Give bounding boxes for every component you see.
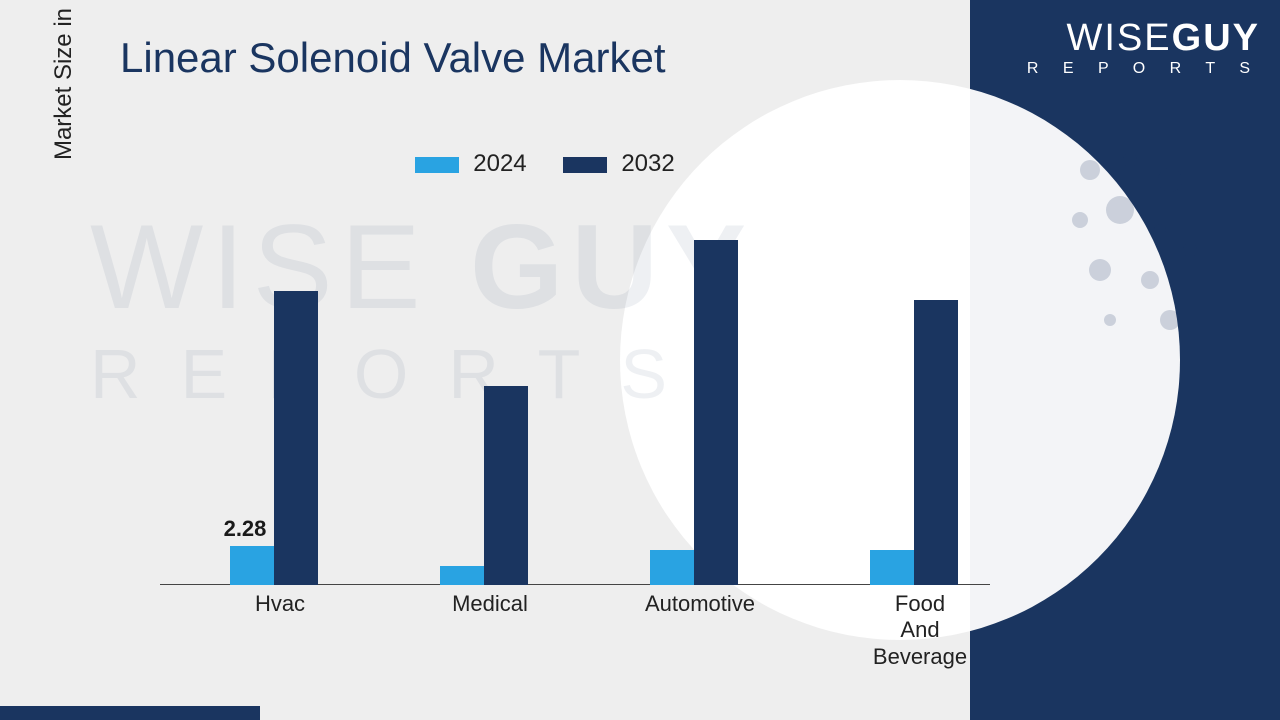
bar-2032	[484, 386, 528, 585]
brand-a: WISE	[1067, 17, 1172, 59]
legend-label-2032: 2032	[621, 150, 674, 177]
x-tick-label: Medical	[405, 591, 575, 617]
bar-2032	[694, 240, 738, 585]
chart-area: Market Size in USD Billion 2024 2032 2.2…	[60, 150, 1000, 670]
x-labels: HvacMedicalAutomotiveFoodAndBeverage	[160, 585, 990, 665]
legend: 2024 2032	[60, 150, 1000, 178]
legend-swatch-2032	[563, 157, 607, 173]
page: WISEGUY R E P O R T S Linear Solenoid Va…	[0, 0, 1280, 720]
bar-2024	[440, 566, 484, 585]
bar-value-label: 2.28	[205, 516, 285, 542]
bar-2024	[870, 550, 914, 585]
brand-logo: WISEGUY R E P O R T S	[1000, 20, 1260, 78]
x-tick-label: Hvac	[195, 591, 365, 617]
plot-region: 2.28	[160, 205, 990, 585]
chart-title: Linear Solenoid Valve Market	[120, 34, 666, 82]
brand-b: GUY	[1172, 17, 1260, 59]
brand-sub: R E P O R T S	[1000, 60, 1260, 78]
y-axis-label: Market Size in USD Billion	[50, 0, 78, 210]
bar-2024	[230, 546, 274, 585]
legend-swatch-2024	[415, 157, 459, 173]
x-tick-label: Automotive	[615, 591, 785, 617]
x-tick-label: FoodAndBeverage	[835, 591, 1005, 670]
head-dots-graphic	[1050, 140, 1230, 360]
footer-accent	[0, 706, 260, 720]
bar-2032	[914, 300, 958, 585]
legend-label-2024: 2024	[473, 150, 526, 177]
bar-2024	[650, 550, 694, 585]
